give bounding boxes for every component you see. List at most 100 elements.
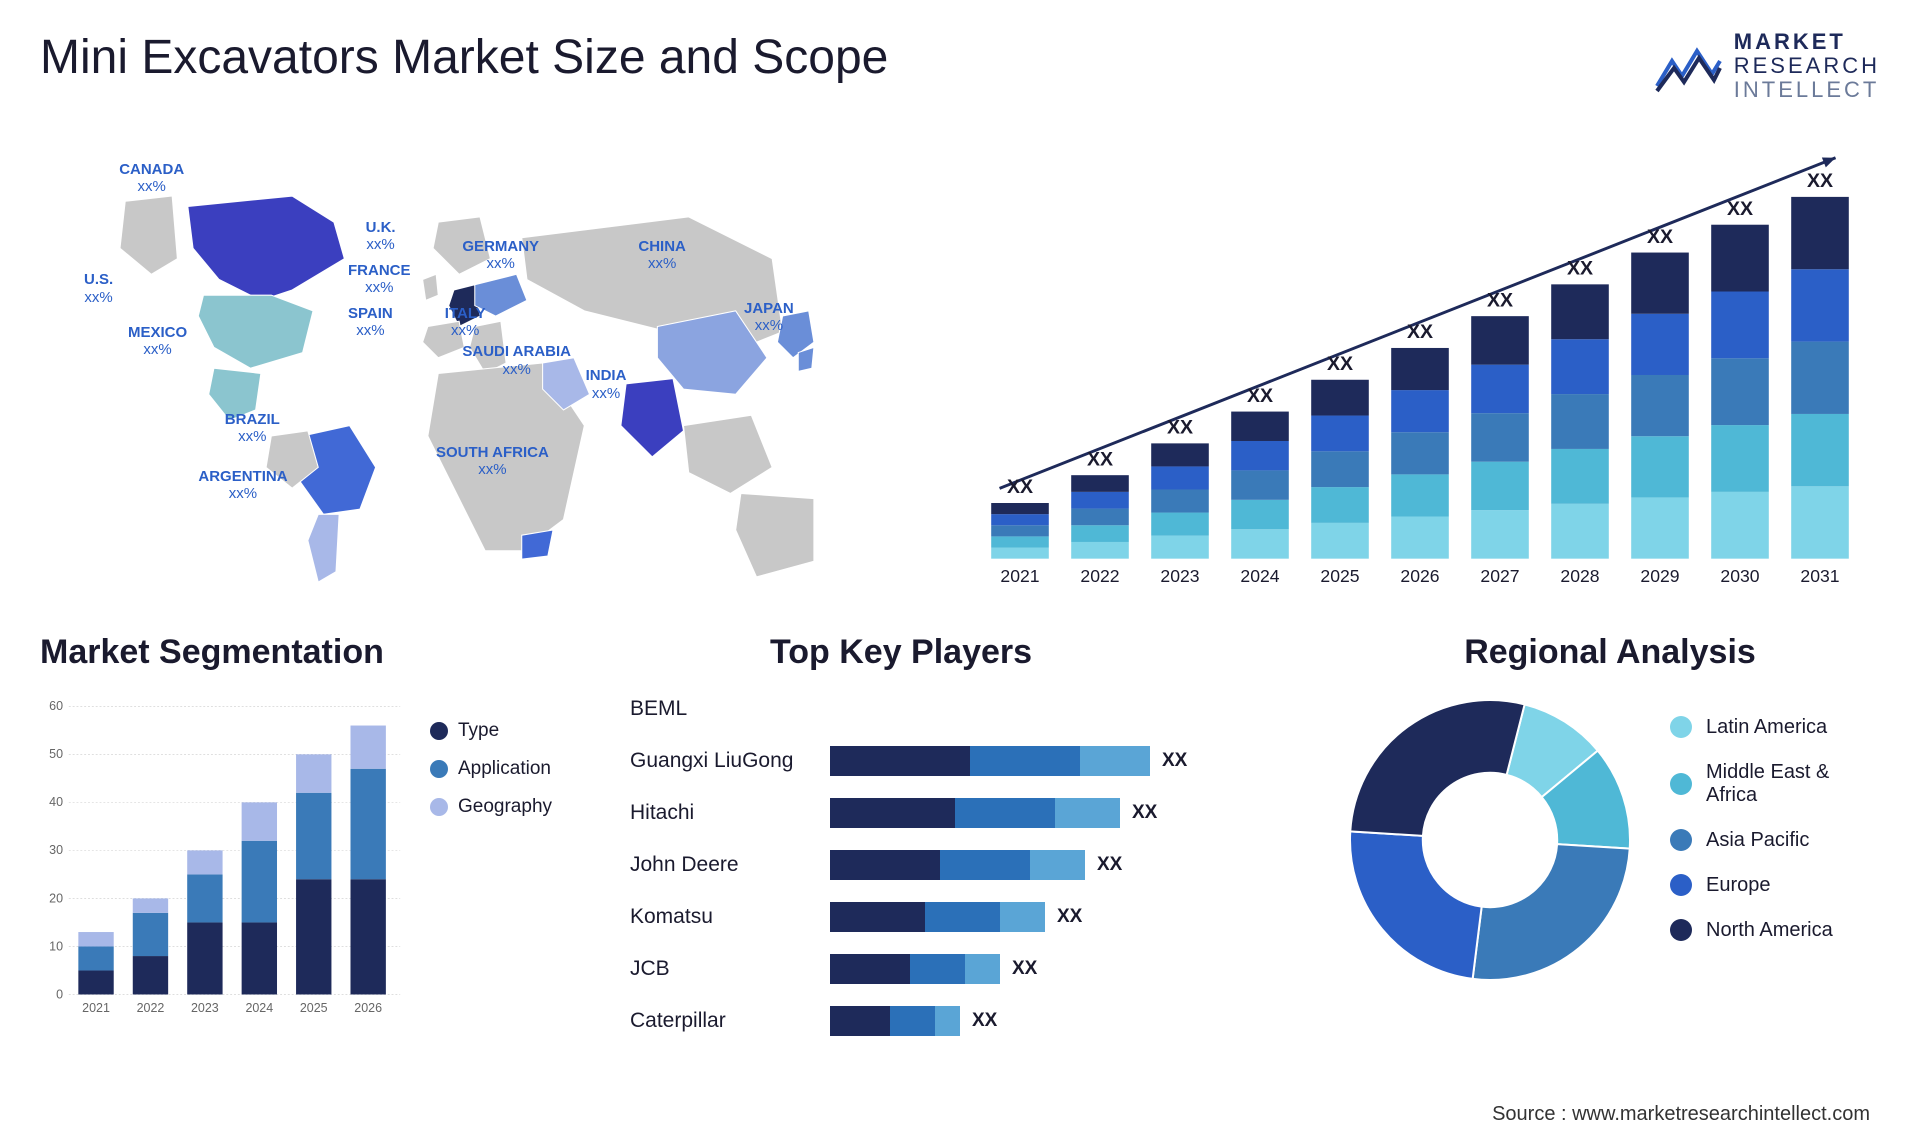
forecast-year-label: 2031 bbox=[1800, 566, 1839, 586]
map-label-argentina: ARGENTINAxx% bbox=[198, 468, 287, 503]
player-bar-wrap: XX bbox=[830, 850, 1310, 880]
player-value-label: XX bbox=[1057, 906, 1082, 928]
player-name: JCB bbox=[630, 957, 830, 981]
player-row: HitachiXX bbox=[630, 794, 1310, 832]
legend-label: Geography bbox=[458, 796, 552, 818]
forecast-bar-seg bbox=[1551, 449, 1609, 504]
forecast-bar-seg bbox=[1391, 474, 1449, 516]
forecast-bar-seg bbox=[1311, 487, 1369, 523]
forecast-bar-seg bbox=[1551, 284, 1609, 339]
forecast-bar-label: XX bbox=[1007, 476, 1033, 498]
player-bar-seg bbox=[910, 954, 965, 984]
seg-bar-seg bbox=[187, 874, 222, 922]
legend-label: North America bbox=[1706, 919, 1833, 942]
forecast-bar-seg bbox=[1391, 390, 1449, 432]
forecast-bar-seg bbox=[1391, 516, 1449, 558]
regional-legend-item: Asia Pacific bbox=[1670, 829, 1880, 852]
legend-swatch bbox=[1670, 874, 1692, 896]
map-country bbox=[198, 295, 313, 368]
map-country bbox=[522, 530, 553, 559]
forecast-bar-seg bbox=[1471, 461, 1529, 510]
forecast-bar-label: XX bbox=[1567, 257, 1593, 279]
segmentation-legend: Type Application Geography bbox=[430, 690, 600, 1030]
map-label-china: CHINAxx% bbox=[638, 238, 686, 273]
regional-panel: Regional Analysis Latin AmericaMiddle Ea… bbox=[1340, 633, 1880, 1063]
seg-bar-seg bbox=[350, 725, 385, 768]
forecast-bar-seg bbox=[1631, 313, 1689, 374]
map-country bbox=[308, 514, 339, 582]
forecast-year-label: 2022 bbox=[1080, 566, 1119, 586]
forecast-bar-seg bbox=[1151, 443, 1209, 466]
forecast-bar-seg bbox=[1311, 415, 1369, 451]
map-label-u-s-: U.S.xx% bbox=[84, 271, 113, 306]
map-label-france: FRANCExx% bbox=[348, 262, 411, 297]
forecast-bar-label: XX bbox=[1807, 170, 1833, 192]
seg-ytick: 20 bbox=[49, 891, 63, 905]
player-bar-seg bbox=[1080, 746, 1150, 776]
players-title: Top Key Players bbox=[630, 633, 1310, 672]
map-label-italy: ITALYxx% bbox=[445, 305, 486, 340]
player-row: BEML bbox=[630, 690, 1310, 728]
donut-slice bbox=[1473, 844, 1630, 980]
player-value-label: XX bbox=[1162, 750, 1187, 772]
seg-bar-seg bbox=[133, 912, 168, 955]
player-bar-seg bbox=[965, 954, 1000, 984]
forecast-bar-seg bbox=[1711, 491, 1769, 558]
forecast-bar-label: XX bbox=[1647, 225, 1673, 247]
player-row: Guangxi LiuGong XX bbox=[630, 742, 1310, 780]
map-country bbox=[188, 196, 345, 300]
forecast-bar-seg bbox=[1471, 316, 1529, 365]
forecast-bar-seg bbox=[1631, 497, 1689, 558]
forecast-bar-seg bbox=[1791, 486, 1849, 558]
forecast-bar-seg bbox=[1631, 252, 1689, 313]
seg-ytick: 50 bbox=[49, 747, 63, 761]
page-title: Mini Excavators Market Size and Scope bbox=[40, 30, 888, 85]
forecast-bar-seg bbox=[1791, 414, 1849, 486]
player-bar-seg bbox=[1055, 798, 1120, 828]
key-players-panel: Top Key Players BEML Guangxi LiuGong XX Hit… bbox=[630, 633, 1310, 1063]
seg-bar-seg bbox=[350, 879, 385, 994]
legend-label: Latin America bbox=[1706, 716, 1827, 739]
forecast-bar-seg bbox=[1311, 451, 1369, 487]
player-bar-seg bbox=[830, 746, 970, 776]
player-bar-seg bbox=[830, 954, 910, 984]
seg-bar-seg bbox=[78, 946, 113, 970]
player-bar-wrap: XX bbox=[830, 1006, 1310, 1036]
forecast-bar-seg bbox=[1711, 358, 1769, 425]
seg-bar-seg bbox=[242, 840, 277, 922]
forecast-bar-label: XX bbox=[1407, 321, 1433, 343]
forecast-bar-seg bbox=[1071, 491, 1129, 508]
player-name: Guangxi LiuGong bbox=[630, 749, 830, 773]
seg-bar-seg bbox=[78, 970, 113, 994]
legend-label: Type bbox=[458, 720, 499, 742]
forecast-bar-seg bbox=[1711, 291, 1769, 358]
map-label-saudi-arabia: SAUDI ARABIAxx% bbox=[462, 343, 571, 378]
forecast-bar-seg bbox=[1231, 470, 1289, 499]
map-country bbox=[683, 415, 772, 493]
brand-line-3: INTELLECT bbox=[1734, 78, 1880, 102]
player-name: BEML bbox=[630, 697, 830, 721]
forecast-year-label: 2026 bbox=[1400, 566, 1439, 586]
forecast-bar-seg bbox=[1791, 269, 1849, 341]
regional-title: Regional Analysis bbox=[1340, 633, 1880, 672]
map-label-brazil: BRAZILxx% bbox=[225, 411, 280, 446]
forecast-bar-label: XX bbox=[1327, 353, 1353, 375]
regional-legend-item: Europe bbox=[1670, 874, 1880, 897]
forecast-year-label: 2025 bbox=[1320, 566, 1359, 586]
segmentation-panel: Market Segmentation 01020304050602021202… bbox=[40, 633, 600, 1063]
player-bar bbox=[830, 902, 1045, 932]
legend-label: Application bbox=[458, 758, 551, 780]
forecast-bar-label: XX bbox=[1247, 384, 1273, 406]
seg-bar-seg bbox=[78, 932, 113, 946]
forecast-bar-seg bbox=[1151, 512, 1209, 535]
forecast-bar-seg bbox=[991, 514, 1049, 525]
player-bar bbox=[830, 746, 1150, 776]
forecast-bar-seg bbox=[991, 525, 1049, 536]
map-label-canada: CANADAxx% bbox=[119, 161, 184, 196]
seg-legend-item: Type bbox=[430, 720, 600, 742]
trend-arrowhead bbox=[1822, 157, 1836, 167]
seg-bar-seg bbox=[296, 754, 331, 792]
player-bar bbox=[830, 1006, 960, 1036]
forecast-bar-seg bbox=[1311, 379, 1369, 415]
seg-bar-seg bbox=[296, 792, 331, 878]
